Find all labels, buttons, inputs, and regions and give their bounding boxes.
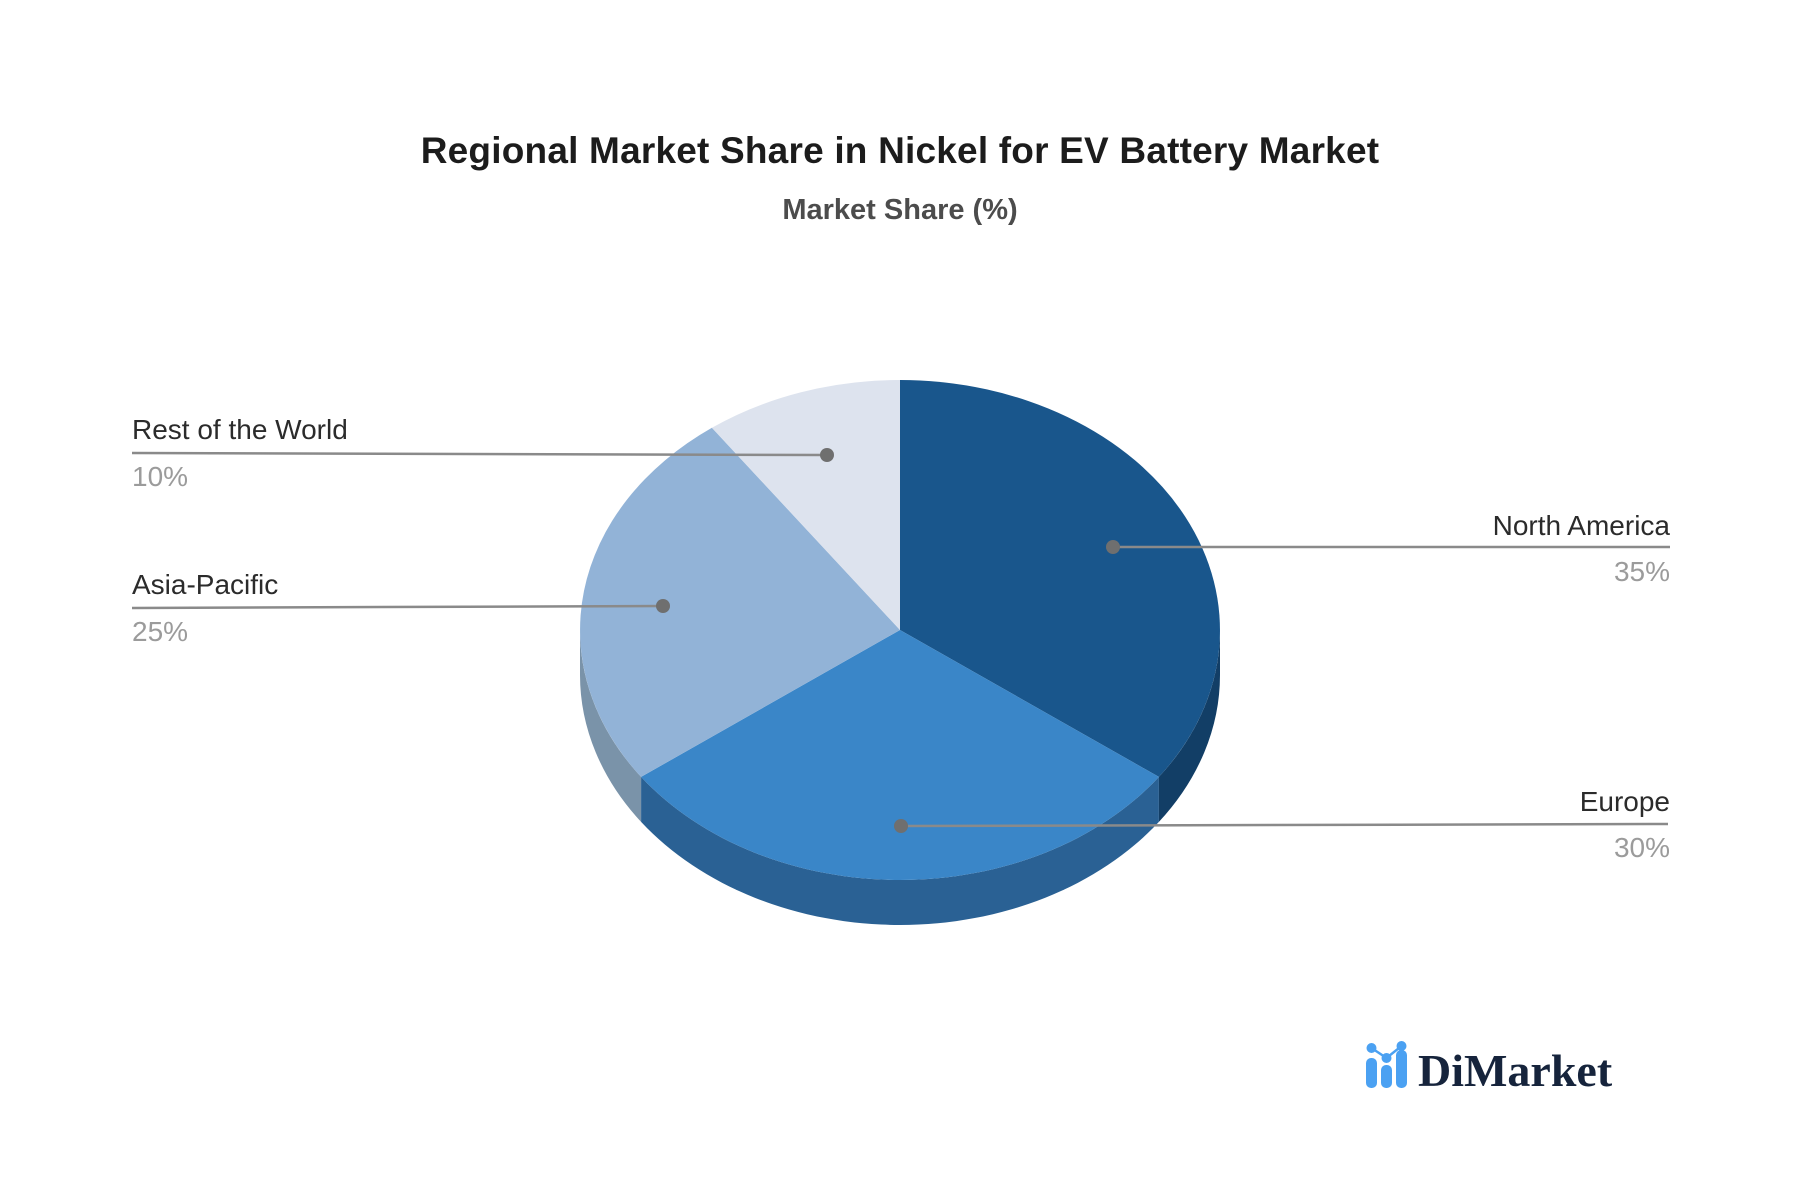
- connector-europe: [900, 822, 1669, 828]
- slice-value-rest-of-world: 10%: [132, 461, 189, 492]
- slice-label-north-america: North America: [1492, 510, 1670, 541]
- chart-title: Regional Market Share in Nickel for EV B…: [420, 130, 1380, 171]
- connector-dot-europe: [894, 819, 908, 833]
- pie-slice-europe-side: [641, 776, 1159, 925]
- pie-slice-north-america-side: [1158, 630, 1220, 822]
- chart-subtitle: Market Share (%): [782, 194, 1018, 226]
- connector-dot-rest-of-world: [820, 448, 834, 462]
- slice-label-asia-pacific: Asia-Pacific: [132, 569, 279, 600]
- connector-dot-north-america: [1106, 540, 1120, 554]
- brand-logo-text: DiMarket: [1418, 1045, 1613, 1096]
- pie-slice-rest-of-world[interactable]: [711, 380, 900, 630]
- slice-label-europe: Europe: [1579, 786, 1670, 817]
- pie-slice-north-america[interactable]: [900, 380, 1220, 777]
- slice-label-rest-of-world: Rest of the World: [132, 414, 348, 445]
- pie-slice-asia-pacific[interactable]: [580, 427, 900, 777]
- connector-asia-pacific: [131, 604, 664, 610]
- slice-value-europe: 30%: [1613, 832, 1670, 863]
- slice-value-north-america: 35%: [1613, 556, 1670, 587]
- bar-line-chart-icon: [1366, 1041, 1407, 1088]
- pie-slice-asia-pacific-side: [580, 630, 642, 822]
- connector-dot-asia-pacific: [656, 599, 670, 613]
- connector-rest-of-world: [131, 451, 828, 457]
- pie-slice-europe[interactable]: [641, 630, 1159, 880]
- slice-value-asia-pacific: 25%: [132, 616, 189, 647]
